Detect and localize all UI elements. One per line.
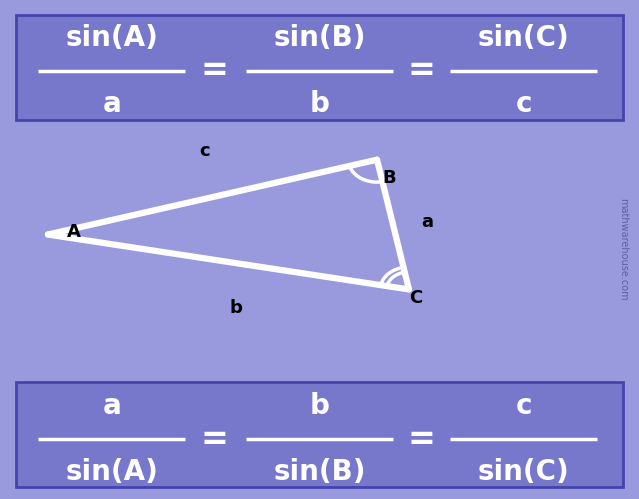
Text: =: = bbox=[408, 54, 436, 87]
Text: a: a bbox=[102, 90, 121, 118]
Text: sin(B): sin(B) bbox=[273, 458, 366, 486]
Text: sin(A): sin(A) bbox=[65, 24, 158, 52]
Text: b: b bbox=[230, 299, 243, 317]
FancyBboxPatch shape bbox=[16, 382, 623, 487]
Text: b: b bbox=[309, 90, 330, 118]
Text: C: C bbox=[409, 289, 422, 307]
Text: =: = bbox=[408, 423, 436, 456]
Text: c: c bbox=[516, 392, 532, 420]
Text: =: = bbox=[200, 54, 228, 87]
Text: b: b bbox=[309, 392, 330, 420]
Text: =: = bbox=[200, 423, 228, 456]
FancyBboxPatch shape bbox=[16, 15, 623, 120]
Text: sin(C): sin(C) bbox=[478, 24, 570, 52]
Text: sin(C): sin(C) bbox=[478, 458, 570, 486]
Text: B: B bbox=[382, 169, 396, 187]
Text: sin(B): sin(B) bbox=[273, 24, 366, 52]
Text: c: c bbox=[516, 90, 532, 118]
Text: mathwarehouse.com: mathwarehouse.com bbox=[618, 198, 628, 301]
Text: c: c bbox=[199, 142, 210, 160]
Text: A: A bbox=[66, 223, 81, 241]
Text: a: a bbox=[102, 392, 121, 420]
Text: a: a bbox=[422, 213, 434, 231]
Text: sin(A): sin(A) bbox=[65, 458, 158, 486]
